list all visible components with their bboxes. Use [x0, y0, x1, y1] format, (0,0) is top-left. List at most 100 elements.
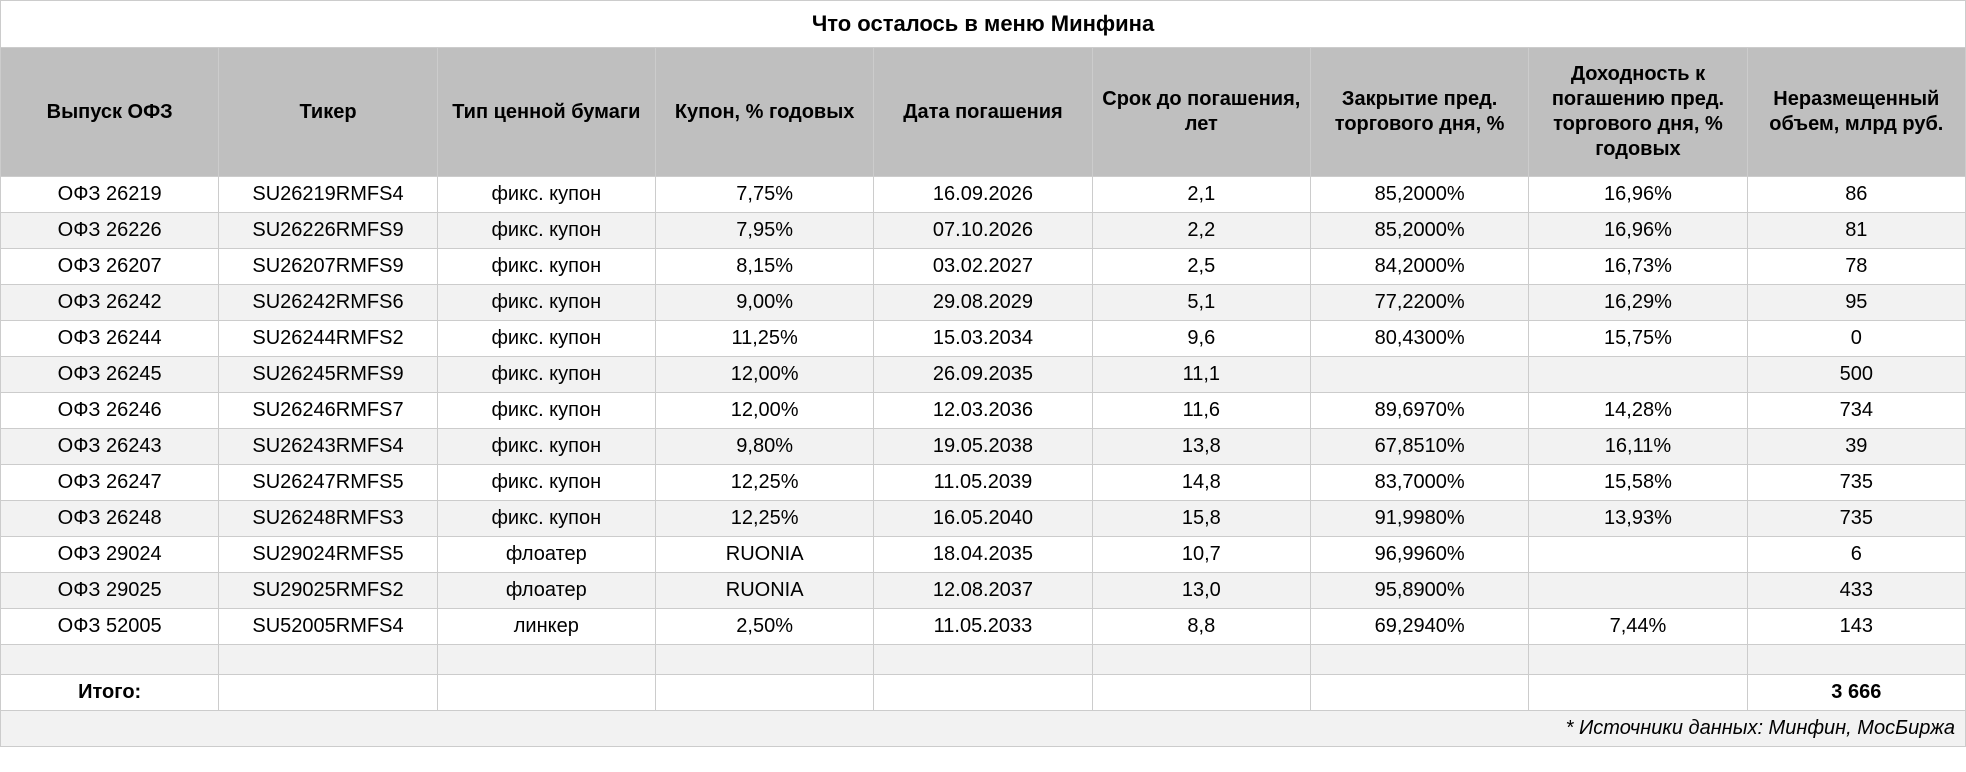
table-cell: 12,00%	[655, 393, 873, 429]
total-value: 3 666	[1747, 675, 1965, 711]
table-cell: SU26243RMFS4	[219, 429, 437, 465]
table-cell: фикс. купон	[437, 357, 655, 393]
table-cell: 86	[1747, 177, 1965, 213]
table-cell: 2,5	[1092, 249, 1310, 285]
table-cell: 14,8	[1092, 465, 1310, 501]
table-cell: 78	[1747, 249, 1965, 285]
table-cell: 29.08.2029	[874, 285, 1092, 321]
table-row: ОФЗ 26248SU26248RMFS3фикс. купон12,25%16…	[1, 501, 1966, 537]
table-row: ОФЗ 52005SU52005RMFS4линкер2,50%11.05.20…	[1, 609, 1966, 645]
table-cell: 96,9960%	[1310, 537, 1528, 573]
table-cell: фикс. купон	[437, 249, 655, 285]
table-row: ОФЗ 26244SU26244RMFS2фикс. купон11,25%15…	[1, 321, 1966, 357]
table-cell: 16.09.2026	[874, 177, 1092, 213]
table-cell: 11.05.2033	[874, 609, 1092, 645]
table-row: ОФЗ 26226SU26226RMFS9фикс. купон7,95%07.…	[1, 213, 1966, 249]
table-title: Что осталось в меню Минфина	[1, 1, 1966, 48]
table-cell: 18.04.2035	[874, 537, 1092, 573]
table-cell: ОФЗ 26219	[1, 177, 219, 213]
table-row: ОФЗ 26246SU26246RMFS7фикс. купон12,00%12…	[1, 393, 1966, 429]
table-cell: SU26207RMFS9	[219, 249, 437, 285]
source-row: * Источники данных: Минфин, МосБиржа	[1, 711, 1966, 747]
table-row: ОФЗ 26247SU26247RMFS5фикс. купон12,25%11…	[1, 465, 1966, 501]
table-cell: 12.08.2037	[874, 573, 1092, 609]
spacer-row	[1, 645, 1966, 675]
table-cell: 13,0	[1092, 573, 1310, 609]
table-row: ОФЗ 26219SU26219RMFS4фикс. купон7,75%16.…	[1, 177, 1966, 213]
table-cell: 12.03.2036	[874, 393, 1092, 429]
table-cell: 5,1	[1092, 285, 1310, 321]
table-row: ОФЗ 26243SU26243RMFS4фикс. купон9,80%19.…	[1, 429, 1966, 465]
table-cell: флоатер	[437, 573, 655, 609]
table-cell: 69,2940%	[1310, 609, 1528, 645]
table-cell: RUONIA	[655, 537, 873, 573]
table-cell	[1529, 357, 1747, 393]
table-cell: 89,6970%	[1310, 393, 1528, 429]
table-cell: 85,2000%	[1310, 177, 1528, 213]
table-cell: 11,25%	[655, 321, 873, 357]
table-cell: 734	[1747, 393, 1965, 429]
table-cell: 7,95%	[655, 213, 873, 249]
col-ticker: Тикер	[219, 48, 437, 177]
table-row: ОФЗ 29025SU29025RMFS2флоатерRUONIA12.08.…	[1, 573, 1966, 609]
table-cell: 500	[1747, 357, 1965, 393]
table-cell: 16.05.2040	[874, 501, 1092, 537]
table-cell: фикс. купон	[437, 213, 655, 249]
table-cell: SU26226RMFS9	[219, 213, 437, 249]
table-cell: 7,75%	[655, 177, 873, 213]
table-cell: ОФЗ 26246	[1, 393, 219, 429]
col-maturity-date: Дата погашения	[874, 48, 1092, 177]
col-years-to-maturity: Срок до погашения, лет	[1092, 48, 1310, 177]
table-cell: 39	[1747, 429, 1965, 465]
table-cell	[1529, 573, 1747, 609]
col-prev-close: Закрытие пред. торгового дня, %	[1310, 48, 1528, 177]
table-cell: ОФЗ 26247	[1, 465, 219, 501]
table-cell: 2,50%	[655, 609, 873, 645]
table-cell: ОФЗ 26244	[1, 321, 219, 357]
table-cell: ОФЗ 29024	[1, 537, 219, 573]
table-cell: 15,8	[1092, 501, 1310, 537]
table-cell	[1310, 357, 1528, 393]
table-cell: 12,25%	[655, 465, 873, 501]
table-cell: 6	[1747, 537, 1965, 573]
table-cell: 16,73%	[1529, 249, 1747, 285]
table-cell: 26.09.2035	[874, 357, 1092, 393]
table-cell: ОФЗ 26245	[1, 357, 219, 393]
table-cell: 9,00%	[655, 285, 873, 321]
table-cell: SU29024RMFS5	[219, 537, 437, 573]
table-cell: SU26244RMFS2	[219, 321, 437, 357]
col-security-type: Тип ценной бумаги	[437, 48, 655, 177]
table-cell: 16,11%	[1529, 429, 1747, 465]
col-unplaced-volume: Неразмещенный объем, млрд руб.	[1747, 48, 1965, 177]
table-cell: 67,8510%	[1310, 429, 1528, 465]
table-cell: 16,29%	[1529, 285, 1747, 321]
table-cell: флоатер	[437, 537, 655, 573]
table-cell: 15,58%	[1529, 465, 1747, 501]
table-cell: 14,28%	[1529, 393, 1747, 429]
table-cell: SU29025RMFS2	[219, 573, 437, 609]
table-cell: ОФЗ 29025	[1, 573, 219, 609]
total-row: Итого: 3 666	[1, 675, 1966, 711]
col-coupon: Купон, % годовых	[655, 48, 873, 177]
table-cell: ОФЗ 52005	[1, 609, 219, 645]
table-cell: 2,2	[1092, 213, 1310, 249]
table-cell: 0	[1747, 321, 1965, 357]
table-cell: 7,44%	[1529, 609, 1747, 645]
table-row: ОФЗ 26207SU26207RMFS9фикс. купон8,15%03.…	[1, 249, 1966, 285]
table-cell: 13,8	[1092, 429, 1310, 465]
table-cell: 433	[1747, 573, 1965, 609]
table-cell: 80,4300%	[1310, 321, 1528, 357]
table-cell: фикс. купон	[437, 429, 655, 465]
table-cell: 91,9980%	[1310, 501, 1528, 537]
table-cell: 735	[1747, 465, 1965, 501]
table-cell: SU26247RMFS5	[219, 465, 437, 501]
table-cell: фикс. купон	[437, 285, 655, 321]
table-cell: 19.05.2038	[874, 429, 1092, 465]
table-cell: ОФЗ 26248	[1, 501, 219, 537]
table-cell: 16,96%	[1529, 177, 1747, 213]
table-cell: 2,1	[1092, 177, 1310, 213]
source-text: * Источники данных: Минфин, МосБиржа	[1, 711, 1966, 747]
table-cell: 84,2000%	[1310, 249, 1528, 285]
table-cell: 81	[1747, 213, 1965, 249]
table-cell: RUONIA	[655, 573, 873, 609]
